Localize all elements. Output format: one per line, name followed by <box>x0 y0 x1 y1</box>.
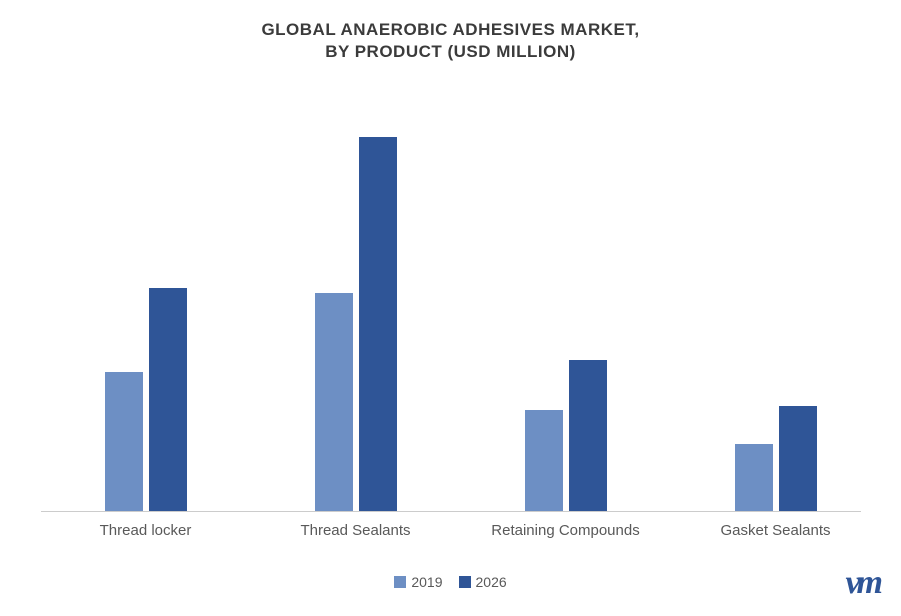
bar <box>105 372 143 511</box>
bar-group <box>315 137 397 511</box>
bar <box>315 293 353 511</box>
x-axis-label: Thread Sealants <box>300 522 410 539</box>
title-line-2: BY PRODUCT (USD MILLION) <box>30 42 871 62</box>
bar-group <box>105 288 187 511</box>
bar <box>149 288 187 511</box>
bar <box>525 410 563 511</box>
bar-group <box>735 406 817 511</box>
x-axis-labels: Thread locker Thread Sealants Retaining Co… <box>41 522 861 546</box>
legend-label: 2026 <box>476 574 507 590</box>
bar-group <box>525 360 607 511</box>
bar <box>735 444 773 511</box>
legend-swatch <box>394 576 406 588</box>
x-axis-label: Retaining Compounds <box>491 522 639 539</box>
x-axis-label: Thread locker <box>100 522 192 539</box>
x-axis-label: Gasket Sealants <box>720 522 830 539</box>
legend-item: 2019 <box>394 574 442 590</box>
bar-chart-plot <box>41 92 861 512</box>
legend-label: 2019 <box>411 574 442 590</box>
title-line-1: GLOBAL ANAEROBIC ADHESIVES MARKET, <box>30 20 871 40</box>
brand-logo: vm <box>845 564 879 602</box>
chart-legend: 2019 2026 <box>30 574 871 593</box>
bar <box>779 406 817 511</box>
bar <box>569 360 607 511</box>
chart-title: GLOBAL ANAEROBIC ADHESIVES MARKET, BY PR… <box>30 20 871 62</box>
legend-swatch <box>459 576 471 588</box>
bar <box>359 137 397 511</box>
legend-item: 2026 <box>459 574 507 590</box>
